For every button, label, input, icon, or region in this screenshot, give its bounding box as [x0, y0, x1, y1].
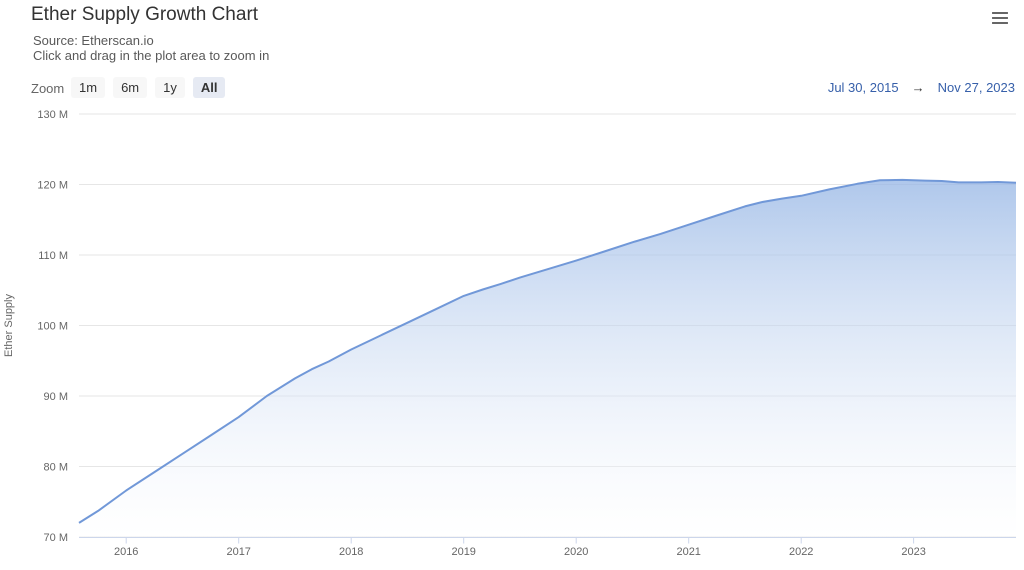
plot-area[interactable]	[79, 114, 1016, 537]
range-from-input[interactable]: Jul 30, 2015	[827, 80, 899, 95]
x-axis-label: 2019	[451, 546, 475, 558]
ether-supply-area	[79, 179, 1016, 537]
hamburger-bar	[992, 11, 1008, 15]
y-axis-label: 90 M	[44, 391, 68, 403]
y-axis-label: 110 M	[38, 250, 68, 262]
zoom-button-1y[interactable]: 1y	[155, 77, 185, 98]
x-axis-label: 2023	[901, 546, 925, 558]
y-axis-label: 80 M	[44, 462, 68, 474]
hamburger-bar	[992, 16, 1008, 20]
zoom-label: Zoom	[31, 81, 65, 96]
chart-zoom-hint: Click and drag in the plot area to zoom …	[33, 48, 270, 63]
y-axis-title: Ether Supply	[3, 294, 15, 357]
x-axis-label: 2016	[114, 546, 138, 558]
zoom-button-all[interactable]: All	[192, 77, 226, 98]
y-axis-label: 100 M	[37, 321, 68, 333]
y-axis-label: 120 M	[37, 180, 68, 192]
x-axis-label: 2020	[564, 546, 588, 558]
y-axis-label: 130 M	[37, 109, 68, 121]
date-range: Jul 30, 2015 → Nov 27, 2023	[828, 80, 1015, 95]
x-axis-label: 2021	[676, 546, 700, 558]
hamburger-menu-icon[interactable]	[991, 8, 1013, 28]
y-axis-label: 70 M	[44, 532, 68, 544]
x-axis-label: 2018	[339, 546, 363, 558]
hamburger-bar	[992, 21, 1008, 25]
x-axis-label: 2017	[226, 546, 250, 558]
page-title: Ether Supply Growth Chart	[31, 4, 259, 25]
ether-supply-line	[78, 178, 1017, 524]
range-to-input[interactable]: Nov 27, 2023	[937, 80, 1015, 95]
range-arrow-icon: →	[911, 80, 925, 95]
zoom-buttons: 1m 6m 1y All	[71, 77, 226, 98]
x-axis-label: 2022	[789, 546, 813, 558]
chart-source-subtitle: Source: Etherscan.io	[33, 33, 154, 48]
zoom-button-1m[interactable]: 1m	[71, 77, 106, 98]
zoom-button-6m[interactable]: 6m	[113, 77, 148, 98]
